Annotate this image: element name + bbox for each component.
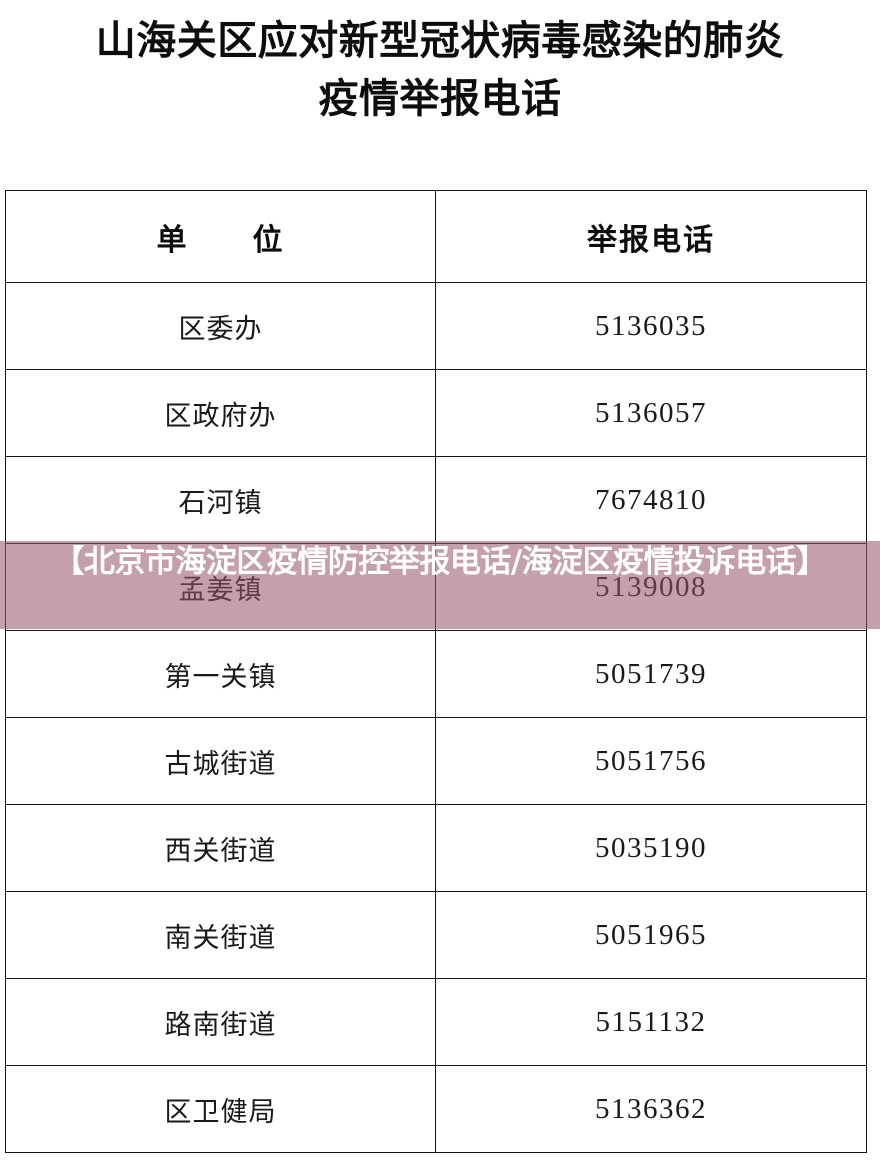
cell-phone: 5051739 [435, 630, 867, 718]
cell-phone: 5051965 [435, 891, 867, 979]
cell-unit: 西关街道 [5, 804, 436, 892]
cell-phone: 5051756 [435, 717, 867, 805]
cell-phone: 5035190 [435, 804, 867, 892]
cell-phone: 7674810 [435, 456, 867, 544]
cell-unit: 石河镇 [5, 456, 436, 544]
overlay-watermark-banner: 【北京市海淀区疫情防控举报电话/海淀区疫情投诉电话】 [0, 541, 880, 629]
table-row: 区委办 5136035 [5, 282, 867, 370]
cell-unit: 区政府办 [5, 369, 436, 457]
page-title: 山海关区应对新型冠状病毒感染的肺炎 疫情举报电话 [40, 0, 840, 128]
page-title-line-1: 山海关区应对新型冠状病毒感染的肺炎 [95, 17, 785, 64]
table-header-unit: 单 位 [5, 190, 436, 283]
table-row: 石河镇 7674810 [5, 456, 867, 544]
cell-unit: 路南街道 [5, 978, 436, 1066]
table-row: 西关街道 5035190 [5, 804, 867, 892]
table-row: 第一关镇 5051739 [5, 630, 867, 718]
cell-phone: 5136057 [435, 369, 867, 457]
cell-unit: 南关街道 [5, 891, 436, 979]
cell-unit: 区委办 [5, 282, 436, 370]
table-row: 路南街道 5151132 [5, 978, 867, 1066]
cell-unit: 第一关镇 [5, 630, 436, 718]
table-header-phone: 举报电话 [435, 190, 867, 283]
contact-table-container: 单 位 举报电话 区委办 5136035 区政府办 5136057 石河镇 76… [5, 190, 867, 1153]
cell-unit: 区卫健局 [5, 1065, 436, 1153]
cell-phone: 5136362 [435, 1065, 867, 1153]
overlay-watermark-text: 【北京市海淀区疫情防控举报电话/海淀区疫情投诉电话】 [53, 544, 827, 580]
page-title-line-2: 疫情举报电话 [318, 75, 562, 122]
contact-table: 单 位 举报电话 区委办 5136035 区政府办 5136057 石河镇 76… [5, 190, 867, 1153]
table-row: 区卫健局 5136362 [5, 1065, 867, 1153]
cell-phone: 5136035 [435, 282, 867, 370]
table-row: 南关街道 5051965 [5, 891, 867, 979]
table-header-row: 单 位 举报电话 [5, 190, 867, 283]
cell-phone: 5151132 [435, 978, 867, 1066]
table-row: 古城街道 5051756 [5, 717, 867, 805]
cell-unit: 古城街道 [5, 717, 436, 805]
table-row: 区政府办 5136057 [5, 369, 867, 457]
